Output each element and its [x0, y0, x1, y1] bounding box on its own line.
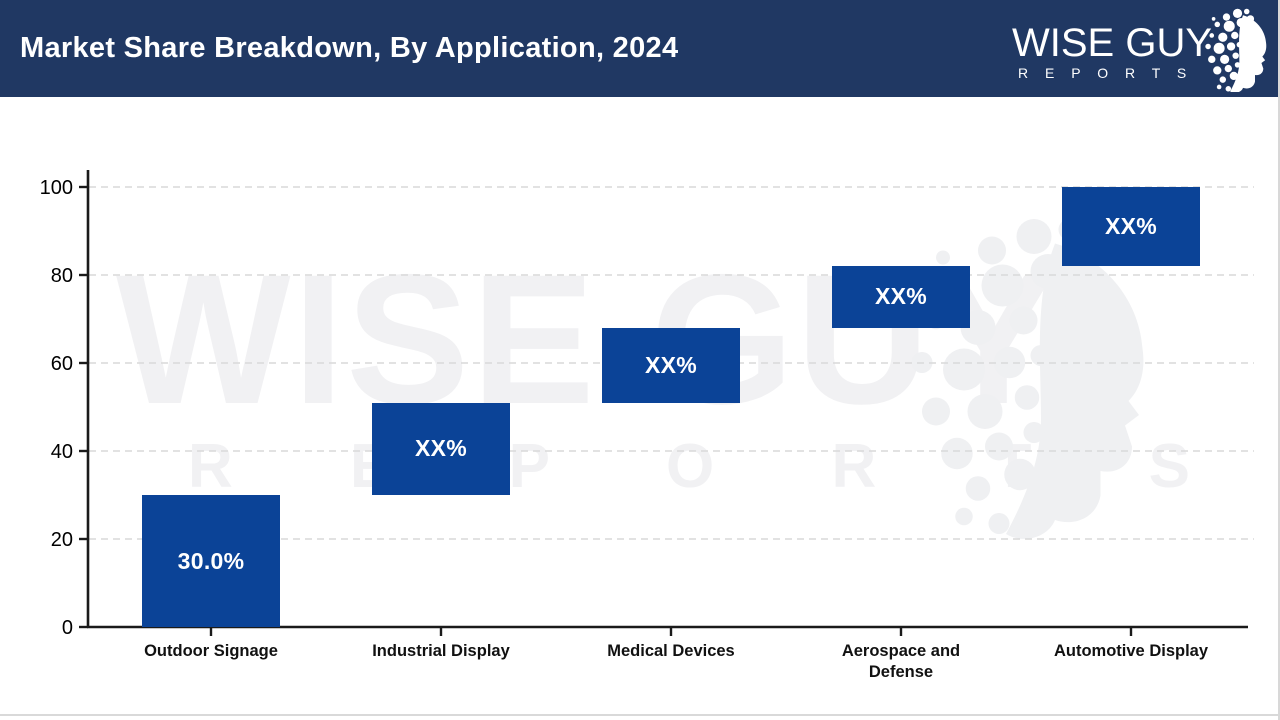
footer-divider	[0, 714, 1278, 716]
bar-automotive-display: XX%	[1062, 187, 1200, 267]
xaxis-label-automotive-display: Automotive Display	[1053, 642, 1209, 660]
bar-value-label: XX%	[1104, 213, 1158, 240]
ytick-label-40: 40	[51, 441, 73, 463]
bar-aerospace-and-defense: XX%	[832, 266, 970, 328]
bar-value-label: XX%	[874, 283, 928, 310]
bar-medical-devices: XX%	[602, 327, 740, 403]
logo-face-icon	[1205, 8, 1267, 92]
xaxis-label-outdoor-signage: Outdoor Signage	[144, 642, 278, 660]
wise-guy-logo: WISE GUY R E P O R T S	[1012, 8, 1267, 92]
bar-value-label: XX%	[644, 351, 698, 378]
header-bar: Market Share Breakdown, By Application, …	[0, 0, 1278, 97]
xaxis-label-medical-devices: Medical Devices	[607, 642, 735, 660]
ytick-label-20: 20	[51, 529, 73, 551]
ytick-label-80: 80	[51, 265, 73, 287]
ytick-label-60: 60	[51, 353, 73, 375]
chart-title: Market Share Breakdown, By Application, …	[20, 32, 679, 64]
xaxis-label-aerospace-and-defense: Aerospace and Defense	[841, 642, 961, 682]
bar-value-label: XX%	[414, 435, 468, 462]
xaxis-label-industrial-display: Industrial Display	[372, 642, 510, 660]
bar-outdoor-signage: 30.0%	[142, 495, 280, 627]
logo-brand-text: WISE GUY	[1012, 21, 1212, 65]
bar-value-label: 30.0%	[177, 547, 245, 574]
ytick-label-0: 0	[62, 617, 73, 639]
ytick-label-100: 100	[40, 177, 73, 199]
logo-reports-text: R E P O R T S	[1018, 65, 1193, 81]
bar-industrial-display: XX%	[372, 402, 510, 495]
